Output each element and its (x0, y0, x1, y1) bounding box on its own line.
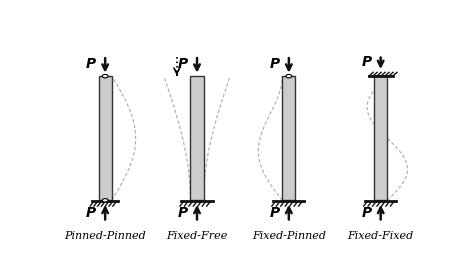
Bar (374, 76, 387, 200)
Text: $\bfit{P}$: $\bfit{P}$ (85, 57, 97, 71)
Circle shape (102, 198, 108, 202)
Text: $\bfit{P}$: $\bfit{P}$ (269, 206, 281, 220)
Circle shape (102, 75, 108, 78)
Text: $\bfit{P}$: $\bfit{P}$ (361, 55, 373, 70)
Text: $\bfit{P}$: $\bfit{P}$ (177, 57, 189, 71)
Text: $\bfit{P}$: $\bfit{P}$ (177, 206, 189, 220)
Text: Fixed-Pinned: Fixed-Pinned (252, 231, 326, 241)
Bar (282, 76, 295, 200)
Text: $\bfit{P}$: $\bfit{P}$ (361, 206, 373, 220)
Text: Fixed-Fixed: Fixed-Fixed (347, 231, 414, 241)
Bar (99, 76, 112, 200)
Text: Fixed-Free: Fixed-Free (166, 231, 228, 241)
Circle shape (286, 75, 292, 78)
Text: $\bfit{P}$: $\bfit{P}$ (85, 206, 97, 220)
Bar (191, 76, 204, 200)
Text: $\bfit{P}$: $\bfit{P}$ (269, 57, 281, 71)
Text: Pinned-Pinned: Pinned-Pinned (64, 231, 146, 241)
